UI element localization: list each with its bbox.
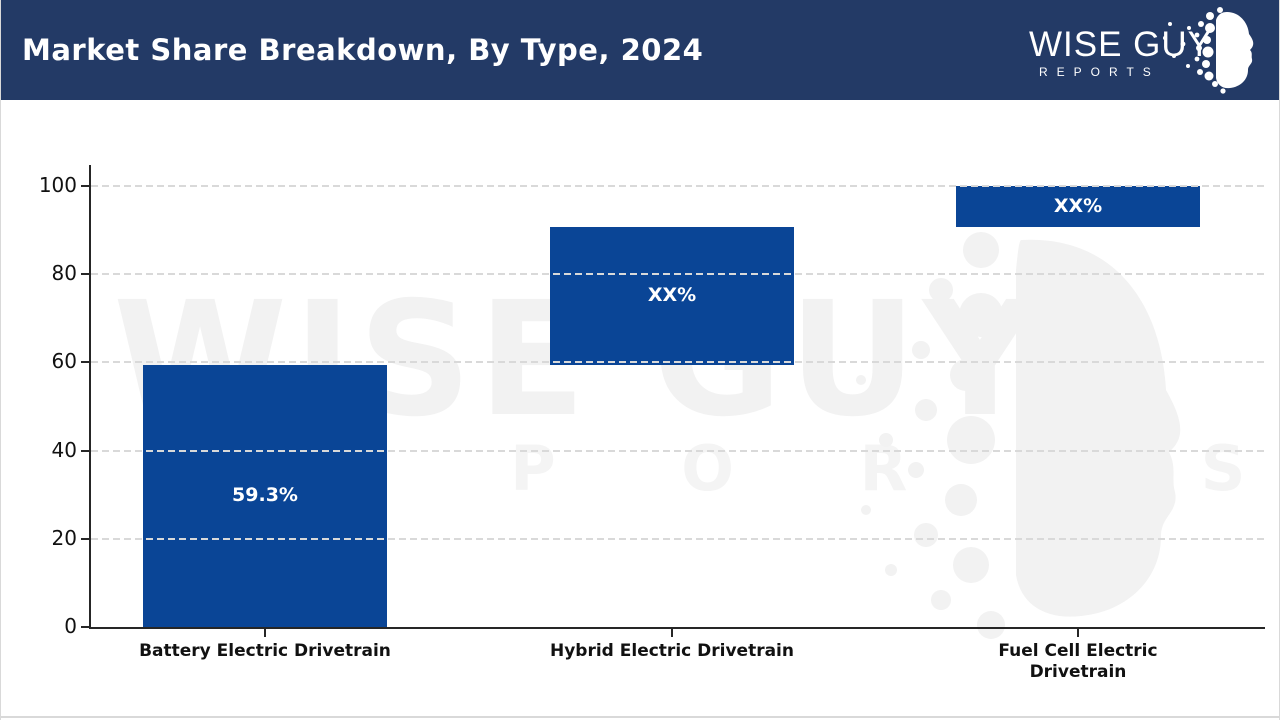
x-category-label: Fuel Cell Electric Drivetrain — [998, 641, 1158, 682]
chart-title: Market Share Breakdown, By Type, 2024 — [22, 33, 704, 67]
y-tick-mark — [81, 273, 89, 276]
y-tick-mark — [81, 537, 89, 540]
logo-subtext: REPORTS — [1039, 65, 1160, 79]
y-tick-label: 20 — [51, 525, 77, 550]
plot-area: WISE GUY R E P O R T S 0 20 40 60 80 100 59.3%… — [1, 100, 1279, 720]
y-axis-line — [89, 165, 91, 629]
x-tick-mark — [264, 629, 266, 637]
bar-segment — [143, 365, 387, 627]
gridline — [91, 537, 1265, 540]
x-tick-mark — [671, 629, 673, 637]
bar-value-label: XX% — [1053, 194, 1103, 217]
bar-value-label: 59.3% — [232, 484, 298, 507]
gridline — [91, 273, 1265, 276]
y-tick-mark — [81, 449, 89, 452]
watermark-face — [856, 232, 1181, 639]
gridline — [91, 449, 1265, 452]
x-category-label: Hybrid Electric Drivetrain — [549, 641, 794, 661]
y-tick-mark — [81, 185, 89, 187]
x-axis-line — [89, 627, 1265, 629]
bar-value-label: XX% — [647, 284, 697, 307]
y-tick-label: 60 — [51, 349, 77, 374]
gridline — [91, 185, 1265, 187]
y-tick-label: 100 — [38, 173, 77, 197]
gridline — [91, 361, 1265, 364]
bottom-divider — [1, 716, 1279, 718]
logo-face-icon — [1216, 12, 1254, 89]
y-tick-mark — [81, 626, 89, 628]
header-banner: Market Share Breakdown, By Type, 2024 WI… — [1, 0, 1279, 100]
y-tick-label: 80 — [51, 261, 77, 286]
bar-segment — [956, 186, 1200, 227]
y-tick-label: 0 — [64, 614, 77, 638]
x-category-label: Battery Electric Drivetrain — [139, 641, 391, 661]
x-tick-mark — [1077, 629, 1079, 637]
y-tick-label: 40 — [51, 437, 77, 462]
bar-segment — [550, 227, 794, 366]
y-tick-mark — [81, 361, 89, 364]
wise-guy-reports-logo: WISE GUY REPORTS — [1029, 7, 1254, 94]
